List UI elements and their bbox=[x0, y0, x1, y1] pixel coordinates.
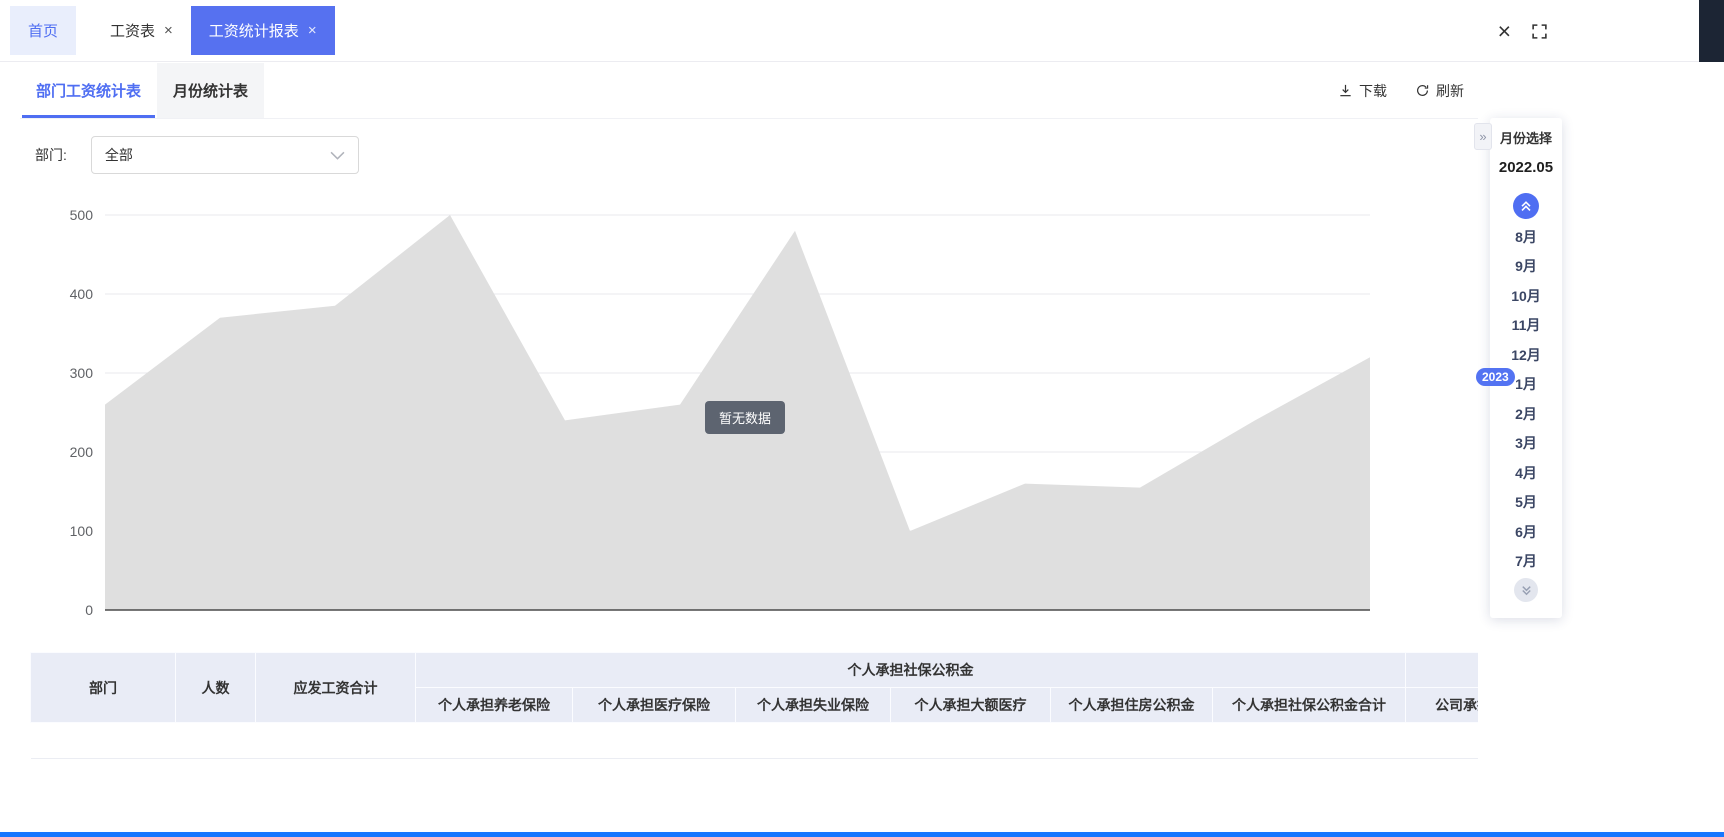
table-header-cell: 个人承担医疗保险 bbox=[572, 687, 736, 723]
refresh-icon bbox=[1417, 85, 1429, 96]
tab-dept-salary-stats-label: 部门工资统计表 bbox=[36, 83, 142, 100]
scroll-up-button[interactable] bbox=[1513, 193, 1539, 219]
tab-salary-sheet-label: 工资表 bbox=[110, 23, 156, 40]
department-select[interactable]: 全部 bbox=[90, 136, 359, 174]
month-item[interactable]: 5月 bbox=[1515, 494, 1537, 511]
department-filter: 部门: 全部 bbox=[35, 136, 359, 174]
table-header-cell: 应发工资合计 bbox=[255, 652, 416, 723]
month-item[interactable]: 6月 bbox=[1515, 523, 1537, 540]
download-button[interactable]: 下载 bbox=[1338, 81, 1387, 101]
table-header-cell: 部门 bbox=[30, 652, 176, 723]
svg-text:400: 400 bbox=[70, 286, 94, 302]
table-group-header bbox=[1405, 652, 1478, 688]
month-panel-title: 月份选择 bbox=[1499, 131, 1552, 146]
window-actions: × bbox=[1498, 0, 1548, 62]
report-tabs-bar: 部门工资统计表 月份统计表 下载 刷新 bbox=[20, 63, 1478, 119]
department-filter-label: 部门: bbox=[35, 147, 67, 163]
month-item[interactable]: 2月 bbox=[1515, 405, 1537, 422]
tab-home[interactable]: 首页 bbox=[10, 6, 77, 55]
tab-salary-sheet[interactable]: 工资表 × bbox=[92, 6, 191, 55]
tab-salary-report-label: 工资统计报表 bbox=[208, 23, 299, 40]
month-item[interactable]: 4月 bbox=[1515, 464, 1537, 481]
month-selector-panel: » 月份选择 2022.05 8月 9月 10月 11月 12月 1月 2月 3月 4月 5月 6月… bbox=[1474, 118, 1562, 618]
table-header-cell: 个人承担社保公积金合计 bbox=[1211, 687, 1407, 723]
refresh-label: 刷新 bbox=[1436, 82, 1464, 99]
window-edge-strip bbox=[1699, 0, 1724, 62]
bottom-accent-bar bbox=[0, 832, 1724, 837]
table-header-cell: 公司承担 bbox=[1405, 687, 1478, 723]
tab-salary-report[interactable]: 工资统计报表 × bbox=[190, 6, 335, 55]
fullscreen-icon[interactable] bbox=[1531, 23, 1548, 40]
year-badge: 2023 bbox=[1476, 368, 1515, 387]
chevron-down-icon bbox=[330, 151, 345, 160]
salary-summary-table-grid: 部门 人数 应发工资合计 个人承担社保公积金 个人承担养老保险 个人承担医疗保险 个人承担失… bbox=[30, 652, 1478, 759]
report-actions: 下载 刷新 bbox=[1338, 63, 1478, 118]
month-item[interactable]: 9月 bbox=[1515, 258, 1537, 275]
svg-text:300: 300 bbox=[70, 365, 94, 381]
tab-month-stats-label: 月份统计表 bbox=[173, 83, 249, 100]
tab-home-label: 首页 bbox=[28, 23, 59, 40]
month-item[interactable]: 8月 bbox=[1515, 228, 1537, 245]
download-label: 下载 bbox=[1359, 82, 1387, 99]
scroll-down-button[interactable] bbox=[1514, 578, 1538, 602]
month-item[interactable]: 1月 bbox=[1515, 376, 1537, 393]
salary-area-chart: 0 100 200 300 400 500 暂无数据 bbox=[40, 195, 1390, 625]
no-data-tooltip: 暂无数据 bbox=[705, 401, 786, 434]
tab-close-icon[interactable]: × bbox=[307, 22, 317, 39]
svg-text:200: 200 bbox=[70, 444, 94, 460]
table-empty-row bbox=[30, 722, 1478, 759]
collapse-panel-icon[interactable]: » bbox=[1474, 123, 1492, 150]
svg-text:0: 0 bbox=[85, 602, 93, 618]
month-item[interactable]: 12月 bbox=[1511, 346, 1541, 363]
month-list: 8月 9月 10月 11月 12月 1月 2月 3月 4月 5月 6月 7月 bbox=[1511, 222, 1541, 576]
tab-month-stats[interactable]: 月份统计表 bbox=[157, 63, 265, 118]
svg-text:100: 100 bbox=[70, 523, 94, 539]
double-chevron-down-icon bbox=[1521, 585, 1531, 595]
current-month-value: 2022.05 bbox=[1498, 159, 1554, 176]
download-icon bbox=[1340, 84, 1351, 97]
tab-close-icon[interactable]: × bbox=[164, 22, 173, 39]
table-group-header: 个人承担社保公积金 bbox=[414, 652, 1407, 688]
month-item[interactable]: 7月 bbox=[1515, 553, 1537, 570]
month-item[interactable]: 11月 bbox=[1511, 317, 1541, 334]
salary-summary-table: 部门 人数 应发工资合计 个人承担社保公积金 个人承担养老保险 个人承担医疗保险 个人承担失… bbox=[30, 652, 1478, 759]
department-select-value: 全部 bbox=[104, 147, 133, 163]
month-item[interactable]: 10月 bbox=[1511, 287, 1541, 304]
refresh-button[interactable]: 刷新 bbox=[1415, 81, 1464, 101]
table-header-cell: 个人承担大额医疗 bbox=[890, 687, 1051, 723]
close-icon[interactable]: × bbox=[1497, 17, 1511, 44]
table-header-cell: 个人承担养老保险 bbox=[415, 687, 573, 723]
table-header-cell: 个人承担住房公积金 bbox=[1050, 687, 1213, 723]
svg-text:500: 500 bbox=[70, 207, 94, 223]
table-header-cell: 人数 bbox=[175, 652, 256, 723]
double-chevron-up-icon bbox=[1521, 201, 1531, 211]
top-tab-bar: 首页 工资表 × 工资统计报表 × × bbox=[0, 0, 1724, 62]
tab-dept-salary-stats[interactable]: 部门工资统计表 bbox=[20, 63, 158, 118]
table-header-cell: 个人承担失业保险 bbox=[735, 687, 891, 723]
month-item[interactable]: 3月 bbox=[1515, 435, 1537, 452]
